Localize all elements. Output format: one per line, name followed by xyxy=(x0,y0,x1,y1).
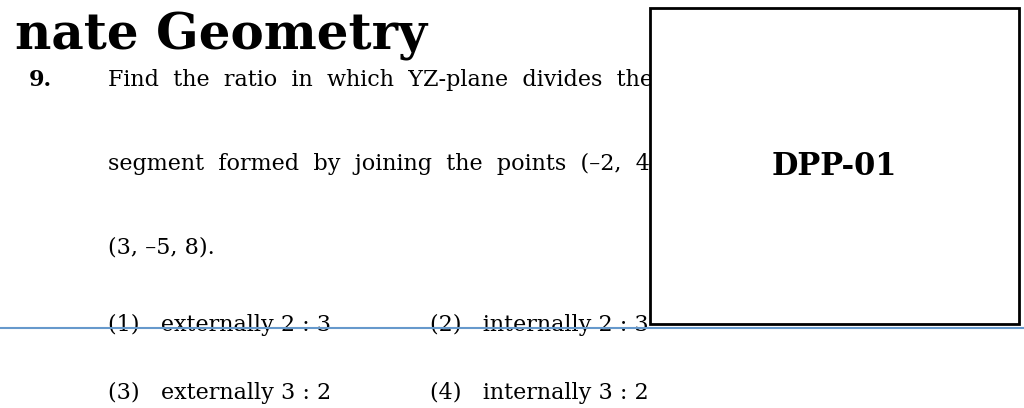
Text: DPP-01: DPP-01 xyxy=(772,151,897,182)
Text: segment  formed  by  joining  the  points  (–2,  4,  7)  and: segment formed by joining the points (–2… xyxy=(108,153,750,175)
Bar xyxy=(650,8,1019,324)
Text: (4)   internally 3 : 2: (4) internally 3 : 2 xyxy=(430,381,649,404)
Text: (1)   externally 2 : 3: (1) externally 2 : 3 xyxy=(108,314,331,336)
Text: nate Geometry: nate Geometry xyxy=(15,12,427,61)
Text: 9.: 9. xyxy=(29,69,52,91)
Text: Find  the  ratio  in  which  YZ-plane  divides  the  line: Find the ratio in which YZ-plane divides… xyxy=(108,69,709,91)
Text: (2)   internally 2 : 3: (2) internally 2 : 3 xyxy=(430,314,649,336)
Text: (3, –5, 8).: (3, –5, 8). xyxy=(108,237,214,259)
Text: (3)   externally 3 : 2: (3) externally 3 : 2 xyxy=(108,381,331,404)
